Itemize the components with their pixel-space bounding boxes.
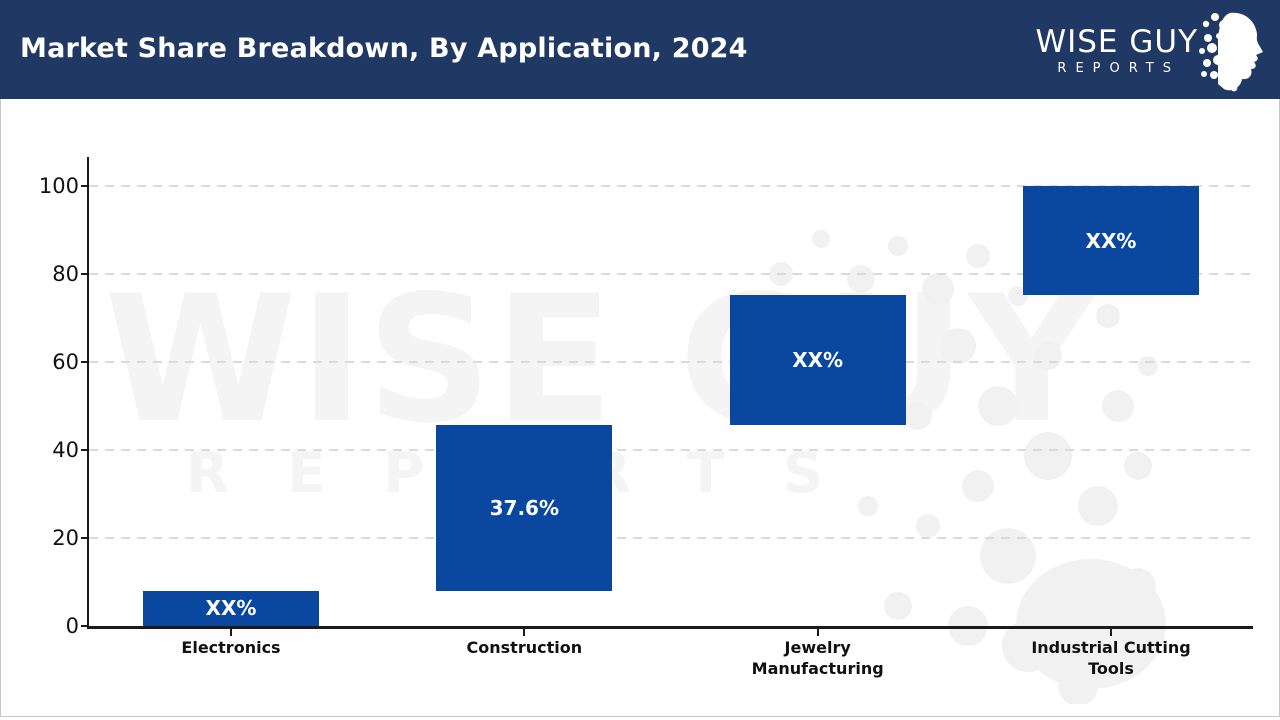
- y-tick-label-40: 40: [52, 438, 79, 462]
- logo-subtitle: REPORTS: [1057, 61, 1181, 76]
- y-tick-label-20: 20: [52, 526, 79, 550]
- frame-bottom-border: [0, 716, 1280, 717]
- x-tick-mark-0: [230, 629, 232, 636]
- bar-value-label: 37.6%: [489, 496, 560, 521]
- wise-guy-reports-logo: WISE GUY REPORTS: [1016, 6, 1266, 94]
- gridline-y-60: [89, 361, 1253, 363]
- y-tick-label-80: 80: [52, 262, 79, 286]
- y-tick-label-60: 60: [52, 350, 79, 374]
- gridline-y-100: [89, 185, 1253, 187]
- logo-head-icon: [1194, 10, 1266, 100]
- bar-value-label: XX%: [1085, 228, 1137, 253]
- y-tick-mark-40: [81, 449, 89, 451]
- logo-text: WISE GUY REPORTS: [1035, 24, 1198, 76]
- logo-wordmark: WISE GUY: [1035, 24, 1198, 60]
- gridline-y-20: [89, 537, 1253, 539]
- x-category-label: Electronics: [181, 638, 281, 657]
- bar-value-label: XX%: [792, 348, 844, 373]
- page-title: Market Share Breakdown, By Application, …: [20, 33, 748, 64]
- x-axis-line: [87, 626, 1253, 629]
- y-tick-mark-60: [81, 361, 89, 363]
- y-axis-line: [87, 157, 89, 626]
- chart-canvas: WISE GUY REPORTS: [0, 99, 1280, 717]
- x-tick-mark-1: [523, 629, 526, 636]
- bar-value-label: XX%: [205, 596, 257, 621]
- y-tick-label-0: 0: [65, 614, 79, 638]
- gridline-y-80: [89, 273, 1253, 275]
- x-category-label: Industrial Cutting Tools: [1031, 638, 1191, 678]
- bar-jewelry: XX%: [729, 295, 906, 426]
- x-category-label: Construction: [466, 638, 583, 657]
- header-bar: Market Share Breakdown, By Application, …: [0, 0, 1280, 99]
- gridline-y-40: [89, 449, 1253, 451]
- bar-construction: 37.6%: [436, 425, 613, 591]
- y-tick-mark-100: [81, 185, 89, 187]
- y-tick-mark-0: [81, 625, 89, 627]
- x-category-label: Jewelry Manufacturing: [751, 638, 884, 678]
- y-tick-mark-80: [81, 273, 89, 275]
- x-tick-mark-2: [816, 629, 819, 636]
- x-tick-mark-3: [1109, 629, 1112, 636]
- bar-industrial-cutting: XX%: [1022, 186, 1199, 296]
- y-tick-label-100: 100: [38, 174, 79, 198]
- bar-electronics: XX%: [143, 590, 319, 626]
- y-tick-mark-20: [81, 537, 89, 539]
